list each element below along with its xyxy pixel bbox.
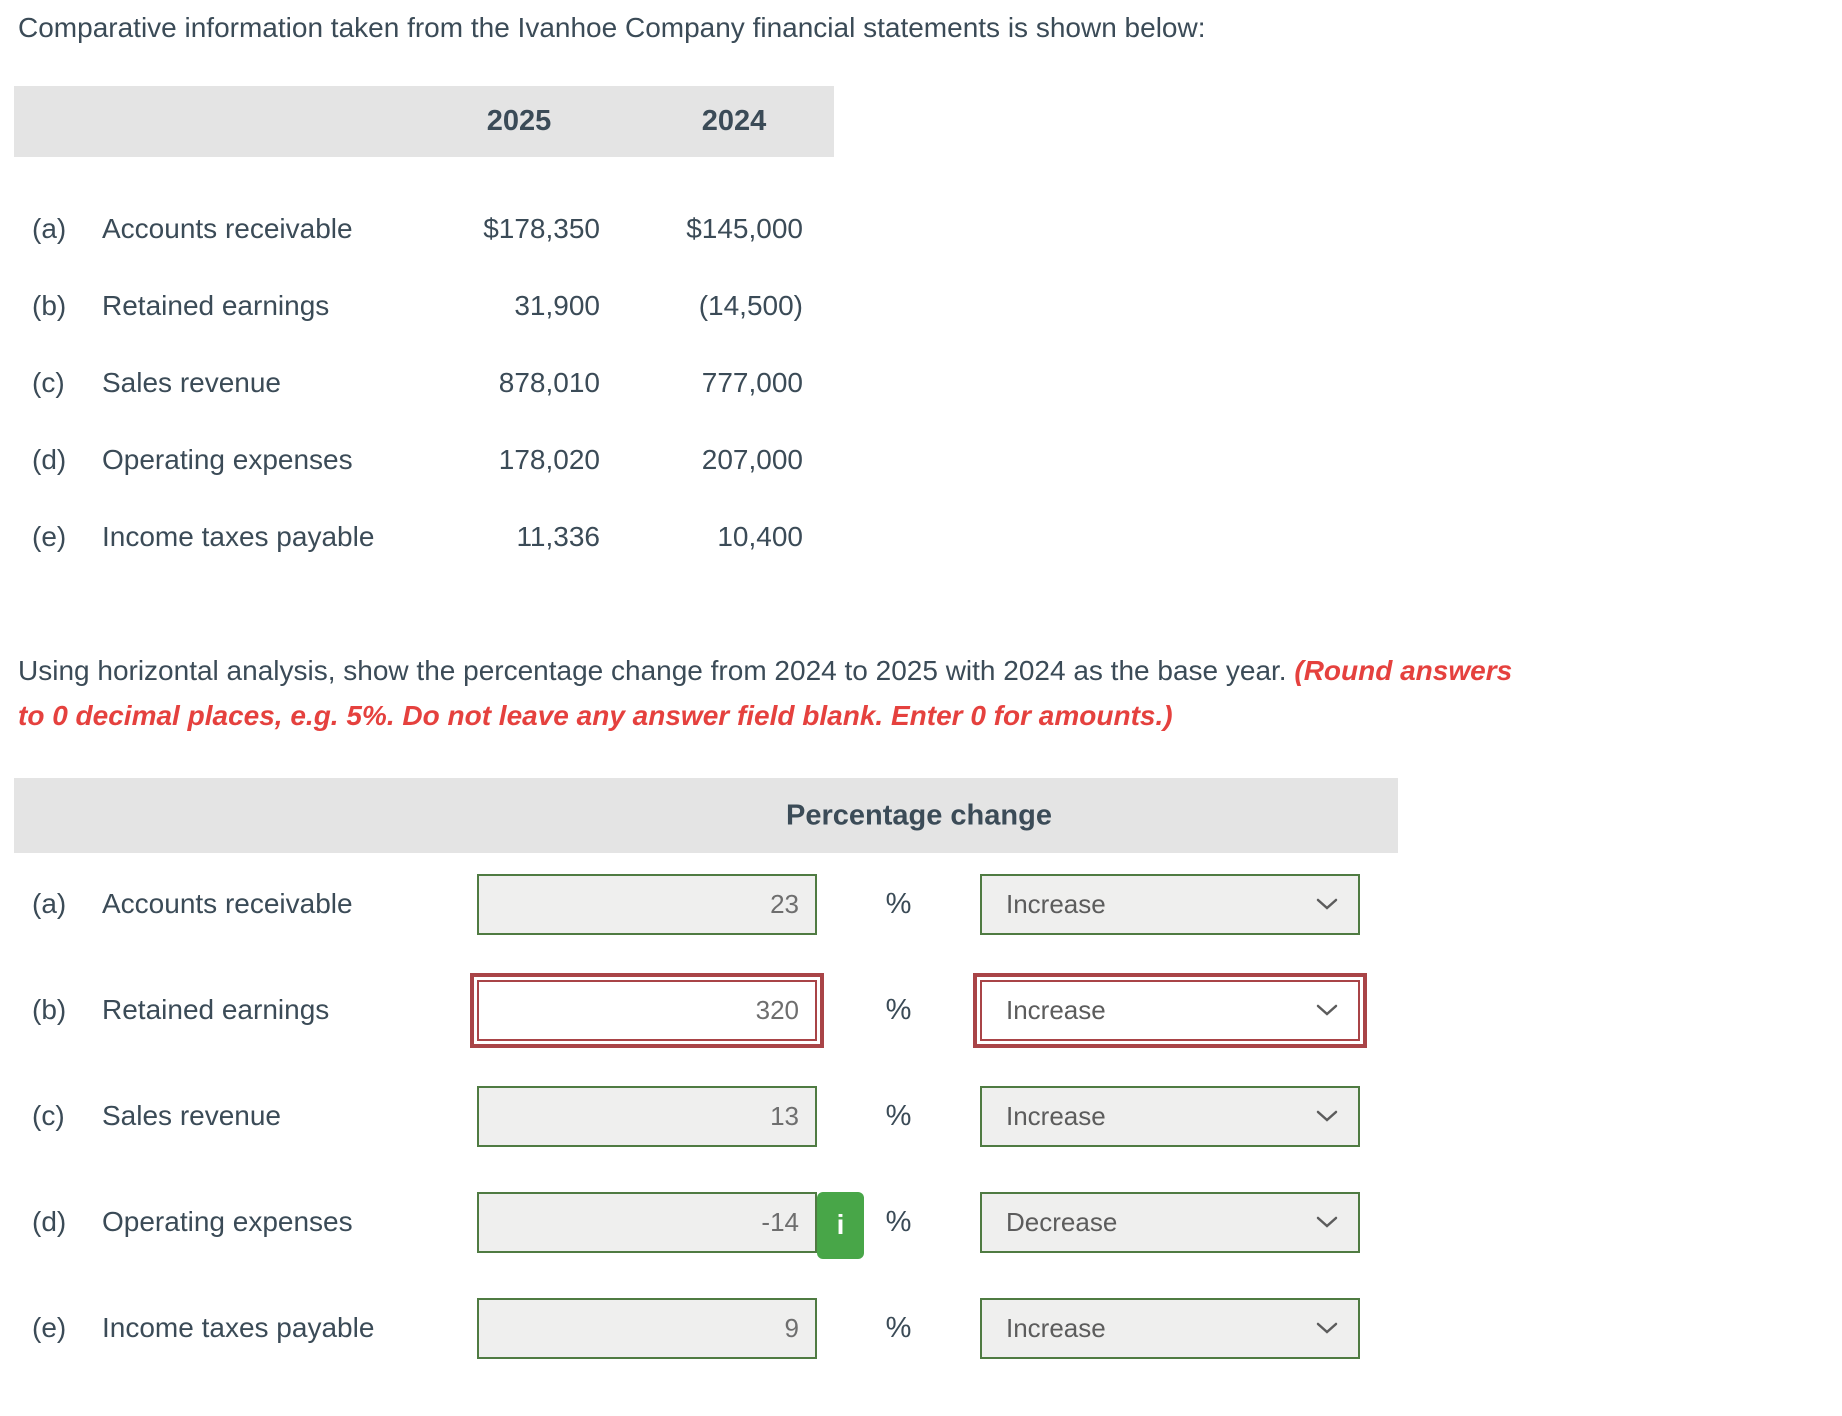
percent-symbol: % <box>885 993 912 1026</box>
table-row: (c) Sales revenue 878,010 777,000 <box>14 344 834 421</box>
value-2024: 777,000 <box>701 366 803 398</box>
value-2025: 11,336 <box>516 520 600 552</box>
row-letter: (a) <box>32 888 67 919</box>
percent-symbol: % <box>885 1205 912 1238</box>
table-row: (a) Accounts receivable $178,350 $145,00… <box>14 190 834 267</box>
analysis-table-body: (a) Accounts receivable % Increase (b) R… <box>14 851 1398 1381</box>
instructions-emphasis: (Round answers to 0 decimal places, e.g.… <box>18 655 1513 731</box>
answer-row-b: (b) Retained earnings % Increase <box>14 957 1398 1063</box>
row-letter: (d) <box>32 1206 67 1237</box>
row-letter: (a) <box>32 212 67 244</box>
row-letter: (b) <box>32 994 67 1025</box>
chevron-down-icon <box>1316 1110 1338 1122</box>
row-label: Operating expenses <box>102 1206 353 1237</box>
intro-text: Comparative information taken from the I… <box>18 12 1206 43</box>
value-2024: (14,500) <box>698 289 803 321</box>
comparative-table: 2025 2024 (a) Accounts receivable $178,3… <box>14 86 834 575</box>
chevron-down-icon <box>1316 1322 1338 1334</box>
percent-input-a[interactable] <box>477 873 817 935</box>
percent-symbol: % <box>885 887 912 920</box>
row-letter: (d) <box>32 443 67 475</box>
value-2024: $145,000 <box>686 212 803 244</box>
chevron-down-icon <box>1316 1216 1338 1228</box>
row-label: Operating expenses <box>102 443 353 475</box>
direction-select-value: Increase <box>1006 888 1106 919</box>
row-label: Income taxes payable <box>102 520 375 552</box>
answer-row-c: (c) Sales revenue % Increase <box>14 1063 1398 1169</box>
row-label: Accounts receivable <box>102 212 353 244</box>
direction-select-value: Increase <box>1006 1100 1106 1131</box>
percent-input-wrap: i <box>477 1191 864 1259</box>
percentage-change-header: Percentage change <box>14 778 1398 853</box>
percent-input-wrap <box>477 1297 817 1359</box>
percent-input-d[interactable] <box>477 1191 817 1253</box>
direction-select-c[interactable]: Increase <box>980 1085 1360 1147</box>
answer-row-d: (d) Operating expenses i % Decrease <box>14 1169 1398 1275</box>
row-letter: (c) <box>32 1100 65 1131</box>
direction-select-b[interactable]: Increase <box>973 972 1367 1048</box>
direction-select-value: Decrease <box>1006 1206 1118 1237</box>
percent-input-wrap <box>470 972 824 1048</box>
answer-row-a: (a) Accounts receivable % Increase <box>14 851 1398 957</box>
answer-row-e: (e) Income taxes payable % Increase <box>14 1275 1398 1381</box>
direction-select-a[interactable]: Increase <box>980 873 1360 935</box>
row-label: Accounts receivable <box>102 888 353 919</box>
row-letter: (b) <box>32 289 67 321</box>
row-letter: (c) <box>32 366 65 398</box>
column-header-2025: 2025 <box>486 105 552 137</box>
percent-symbol: % <box>885 1099 912 1132</box>
row-letter: (e) <box>32 520 67 552</box>
value-2024: 207,000 <box>701 443 803 475</box>
direction-select-d[interactable]: Decrease <box>980 1191 1360 1253</box>
percent-input-e[interactable] <box>477 1297 817 1359</box>
direction-select-value: Increase <box>1006 1312 1106 1343</box>
direction-select-e[interactable]: Increase <box>980 1297 1360 1359</box>
value-2025: 878,010 <box>498 366 600 398</box>
comparative-table-body: (a) Accounts receivable $178,350 $145,00… <box>14 190 834 575</box>
chevron-down-icon <box>1316 1004 1338 1016</box>
row-label: Retained earnings <box>102 289 330 321</box>
percent-input-c[interactable] <box>477 1085 817 1147</box>
value-2025: $178,350 <box>483 212 600 244</box>
row-label: Sales revenue <box>102 366 282 398</box>
percent-input-wrap <box>477 1085 817 1147</box>
info-icon[interactable]: i <box>817 1191 864 1259</box>
chevron-down-icon <box>1316 898 1338 910</box>
value-2025: 178,020 <box>498 443 600 475</box>
table-row: (e) Income taxes payable 11,336 10,400 <box>14 498 834 575</box>
row-label: Sales revenue <box>102 1100 282 1131</box>
percentage-change-title: Percentage change <box>786 799 1052 831</box>
table-row: (d) Operating expenses 178,020 207,000 <box>14 421 834 498</box>
row-label: Income taxes payable <box>102 1312 375 1343</box>
comparative-table-header: 2025 2024 <box>14 86 834 157</box>
column-header-2024: 2024 <box>701 105 767 137</box>
analysis-table: Percentage change (a) Accounts receivabl… <box>14 778 1398 1381</box>
direction-select-value: Increase <box>1006 994 1106 1025</box>
table-row: (b) Retained earnings 31,900 (14,500) <box>14 267 834 344</box>
percent-symbol: % <box>885 1311 912 1344</box>
row-label: Retained earnings <box>102 994 330 1025</box>
value-2025: 31,900 <box>514 289 600 321</box>
row-letter: (e) <box>32 1312 67 1343</box>
instructions-normal: Using horizontal analysis, show the perc… <box>18 655 1295 686</box>
percent-input-b[interactable] <box>470 972 824 1048</box>
percent-input-wrap <box>477 873 817 935</box>
value-2024: 10,400 <box>717 520 803 552</box>
instructions: Using horizontal analysis, show the perc… <box>18 648 1543 738</box>
